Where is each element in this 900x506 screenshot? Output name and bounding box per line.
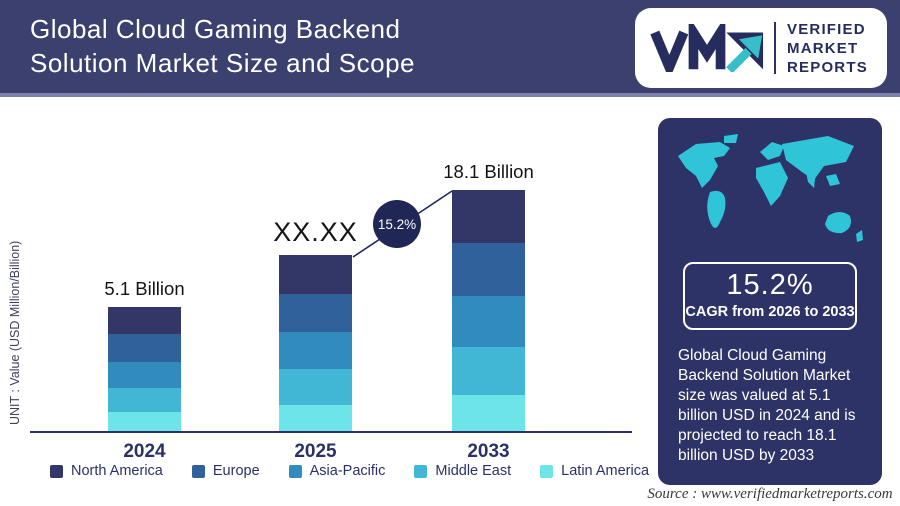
bar-segment-latin-america (108, 412, 181, 431)
page-title-line1: Global Cloud Gaming Backend (30, 14, 401, 44)
legend-swatch-europe (191, 464, 205, 478)
legend-item-asia-pacific: Asia-Pacific (288, 463, 386, 479)
bar-segment-middle-east (108, 387, 181, 413)
bar-segment-europe (452, 243, 525, 297)
legend-swatch-north-america (50, 464, 63, 478)
bar-segment-north-america (108, 307, 181, 335)
bar-segment-asia-pacific (279, 332, 352, 370)
bar-stack-2024 (108, 307, 181, 431)
bar-segment-asia-pacific (108, 361, 181, 388)
logo-word-verified: VERIFIED (787, 20, 866, 38)
source-attribution: Source : www.verifiedmarketreports.com (647, 486, 893, 502)
bar-segment-europe (279, 293, 352, 333)
info-panel: 15.2% CAGR from 2026 to 2033 Global Clou… (658, 118, 882, 485)
x-tick-label-2024: 2024 (123, 441, 166, 462)
world-map-icon (678, 134, 863, 242)
bar-segment-north-america (452, 190, 525, 244)
vmr-logo-mark-icon (650, 24, 764, 72)
x-tick-label-2033: 2033 (467, 441, 510, 462)
world-map (668, 130, 872, 256)
legend-item-north-america: North America (50, 463, 163, 479)
bar-group-2025: XX.XX 2025 (273, 217, 357, 462)
logo-divider (774, 22, 776, 74)
legend-item-latin-america: Latin America (540, 463, 649, 479)
logo-word-reports: REPORTS (787, 58, 868, 76)
bar-group-2024: 5.1 Billion 2024 (104, 278, 184, 462)
legend-label-middle-east: Middle East (435, 463, 512, 479)
bar-segment-asia-pacific (452, 296, 525, 347)
legend-label-asia-pacific: Asia-Pacific (309, 463, 386, 479)
cagr-bubble-value: 15.2% (378, 217, 416, 232)
legend-label-north-america: North America (71, 463, 163, 479)
legend-label-latin-america: Latin America (561, 463, 650, 479)
bar-group-2033: 18.1 Billion 2033 (443, 161, 534, 462)
legend-swatch-latin-america (540, 464, 554, 478)
bar-segment-latin-america (279, 404, 352, 431)
legend-item-europe: Europe (191, 463, 260, 479)
bar-stack-2025 (279, 255, 352, 431)
logo-wordmark: VERIFIED MARKET REPORTS (787, 20, 868, 77)
legend-label-europe: Europe (212, 463, 260, 479)
bar-value-label-2024: 5.1 Billion (104, 278, 185, 299)
page-title-line2: Solution Market Size and Scope (30, 48, 415, 78)
bar-segment-north-america (279, 255, 352, 294)
page-title: Global Cloud Gaming Backend Solution Mar… (30, 12, 415, 80)
bar-segment-europe (108, 334, 181, 362)
legend-item-middle-east: Middle East (414, 463, 511, 479)
bar-segment-middle-east (279, 369, 352, 405)
logo-word-market: MARKET (787, 39, 859, 57)
cagr-value: 15.2% (726, 269, 814, 301)
x-axis-line (30, 431, 632, 433)
y-axis-label: UNIT : Value (USD Million/Billion) (8, 240, 22, 425)
bar-value-label-2025: XX.XX (273, 217, 358, 247)
bar-segment-middle-east (452, 346, 525, 395)
bar-stack-2033 (452, 190, 525, 431)
cagr-bubble (373, 200, 421, 248)
chart-legend: North America Europe Asia-Pacific Middle Ea… (50, 463, 649, 479)
legend-swatch-middle-east (414, 464, 428, 478)
growth-connector-line (352, 190, 453, 258)
bar-segment-latin-america (452, 394, 525, 431)
market-summary-text: Global Cloud Gaming Backend Solution Mar… (678, 347, 856, 464)
vmr-logo: VERIFIED MARKET REPORTS (635, 8, 887, 88)
cagr-badge: 15.2% CAGR from 2026 to 2033 (683, 262, 857, 330)
x-tick-label-2025: 2025 (294, 441, 337, 462)
bar-value-label-2033: 18.1 Billion (443, 161, 534, 182)
cagr-label: CAGR from 2026 to 2033 (685, 304, 855, 320)
legend-swatch-asia-pacific (288, 464, 302, 478)
